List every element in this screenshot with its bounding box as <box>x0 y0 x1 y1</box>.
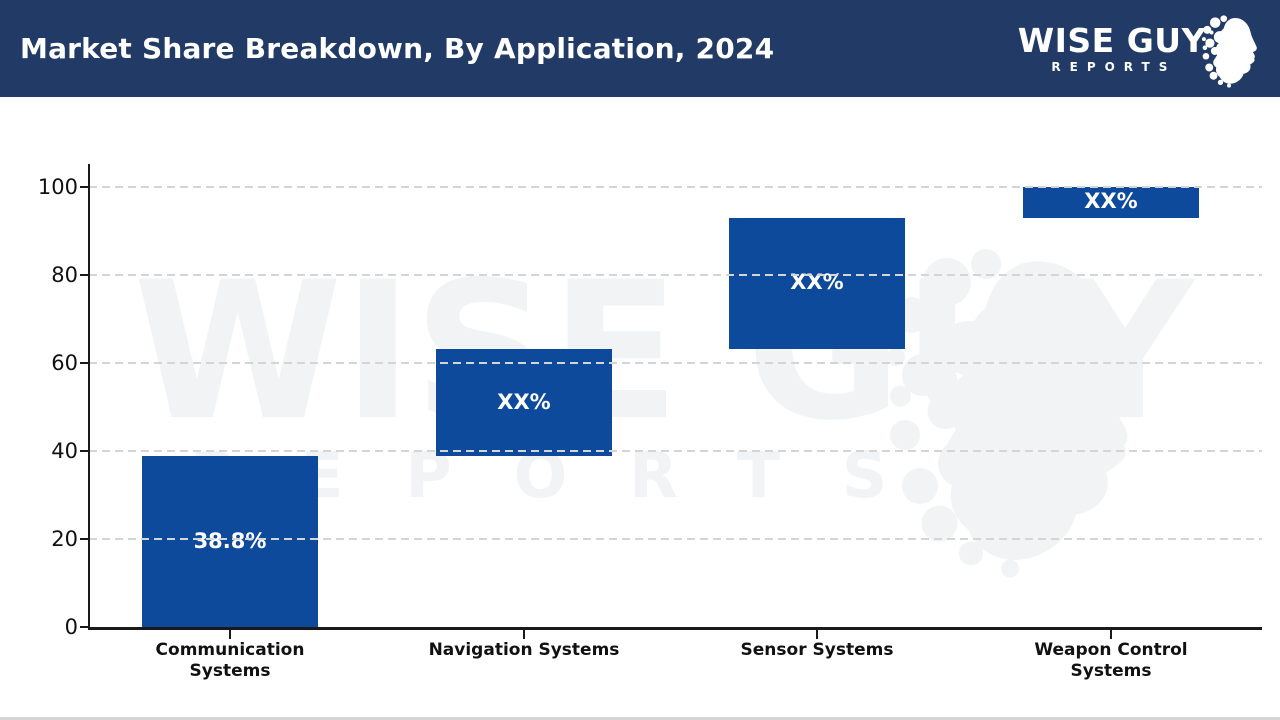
logo-wordmark: WISE GUY REPORTS <box>1017 21 1206 75</box>
wise-guy-logo: WISE GUY REPORTS <box>1016 6 1266 92</box>
y-tick-mark <box>80 274 89 276</box>
x-category-label: Sensor Systems <box>740 640 894 660</box>
y-tick-mark <box>80 450 89 452</box>
y-tick-label: 80 <box>51 263 78 287</box>
logo-wordmark-line2: REPORTS <box>1051 60 1177 74</box>
gridline <box>89 362 1262 364</box>
footer-divider <box>0 717 1280 720</box>
y-tick-label: 40 <box>51 439 78 463</box>
bar: XX% <box>1023 187 1199 218</box>
y-tick-label: 0 <box>64 615 78 639</box>
y-tick-label: 20 <box>51 527 78 551</box>
y-tick-label: 60 <box>51 351 78 375</box>
logo-face-icon <box>1200 9 1266 89</box>
x-category-label: Weapon Control Systems <box>1034 640 1188 681</box>
bar: XX% <box>436 348 612 457</box>
logo-wordmark-line1: WISE GUY <box>1017 21 1206 60</box>
header: Market Share Breakdown, By Application, … <box>0 0 1280 97</box>
bar-value-label: XX% <box>497 389 551 414</box>
bar: 38.8% <box>142 456 318 627</box>
bar-value-label: XX% <box>1084 189 1138 214</box>
gridline <box>89 450 1262 452</box>
watermark-face-icon <box>878 222 1178 582</box>
x-tick-mark <box>523 630 525 639</box>
y-tick-mark <box>80 538 89 540</box>
x-tick-mark <box>1110 630 1112 639</box>
bar-value-label: 38.8% <box>193 528 267 553</box>
y-tick-mark <box>80 626 89 628</box>
x-tick-mark <box>229 630 231 639</box>
gridline <box>89 186 1262 188</box>
x-category-label: Navigation Systems <box>428 640 620 660</box>
bar: XX% <box>729 217 905 349</box>
gridline <box>89 274 1262 276</box>
y-tick-label: 100 <box>37 175 78 199</box>
y-tick-mark <box>80 362 89 364</box>
x-axis-line <box>88 627 1262 630</box>
y-tick-mark <box>80 186 89 188</box>
page-title: Market Share Breakdown, By Application, … <box>20 32 775 65</box>
gridline <box>89 538 1262 540</box>
y-axis-line <box>88 164 90 629</box>
x-category-label: Communication Systems <box>155 640 305 681</box>
x-tick-mark <box>816 630 818 639</box>
